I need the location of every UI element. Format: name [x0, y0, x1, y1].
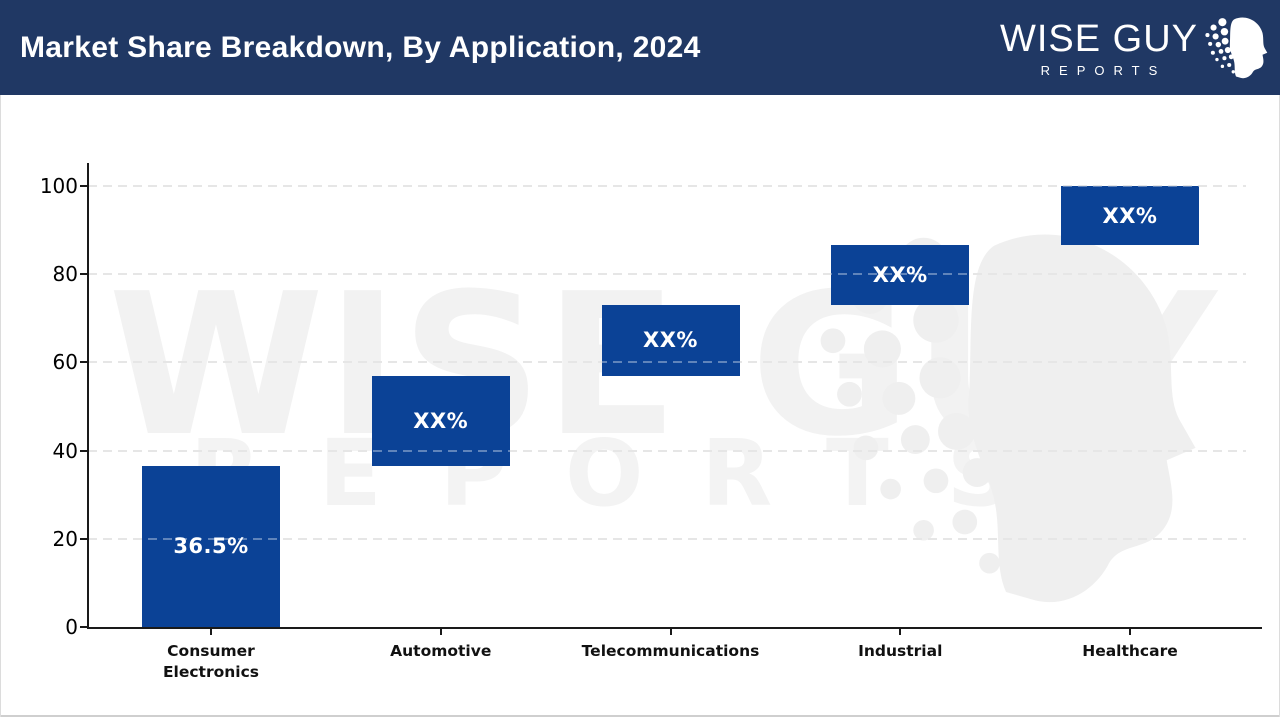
gridline-20: [88, 537, 1246, 540]
gridline-100: [88, 184, 1246, 187]
y-axis-tick-40: [80, 449, 88, 452]
x-axis-tick-telecommunications: [669, 629, 672, 635]
bar-value-label-industrial: XX%: [872, 263, 928, 288]
gridline-overlay-80: [88, 273, 1246, 276]
x-category-label-consumer-electronics: Consumer Electronics: [162, 642, 260, 681]
gridline-overlay-40: [88, 449, 1246, 452]
y-axis-tick-100: [80, 184, 88, 187]
x-axis-tick-automotive: [439, 629, 442, 635]
bar-consumer-electronics: 36.5%: [142, 465, 280, 627]
y-tick-label-100: 100: [39, 173, 78, 198]
bar-value-label-telecommunications: XX%: [643, 328, 698, 353]
y-axis-tick-0: [80, 626, 88, 628]
y-tick-label-80: 80: [52, 262, 78, 287]
y-axis-tick-80: [80, 273, 88, 276]
bar-healthcare: XX%: [1061, 185, 1199, 246]
wiseguy-logo-text: WISE GUY REPORTS: [1000, 20, 1198, 77]
logo-wordmark: WISE GUY: [999, 17, 1198, 60]
x-category-label-industrial: Industrial: [858, 642, 943, 660]
gridline-overlay-20: [88, 537, 1246, 540]
logo-subtitle: REPORTS: [1040, 62, 1167, 78]
y-tick-label-60: 60: [52, 350, 78, 375]
y-tick-label-40: 40: [52, 438, 78, 463]
bar-value-label-consumer-electronics: 36.5%: [173, 534, 249, 559]
y-axis-tick-60: [80, 361, 88, 364]
page-title: Market Share Breakdown, By Application, …: [20, 30, 701, 64]
x-axis-tick-industrial: [899, 629, 902, 635]
y-tick-label-20: 20: [52, 526, 78, 551]
gridline-40: [88, 449, 1246, 452]
bar-telecommunications: XX%: [601, 304, 740, 376]
bar-value-label-automotive: XX%: [413, 408, 469, 433]
chart-area: WISE GUY REPORTS 02040608010036.5%Consum…: [0, 95, 1280, 716]
left-border-line: [0, 95, 1, 717]
bar-automotive: XX%: [371, 375, 510, 466]
y-axis-tick-20: [80, 537, 88, 540]
x-axis: [87, 627, 1262, 629]
x-category-label-automotive: Automotive: [390, 642, 492, 660]
wiseguy-logo: WISE GUY REPORTS: [1000, 7, 1270, 89]
bar-industrial: XX%: [831, 245, 970, 305]
y-tick-label-0: 0: [65, 615, 78, 639]
x-category-label-telecommunications: Telecommunications: [581, 642, 760, 660]
wiseguy-head-icon: [1205, 17, 1268, 79]
x-category-label-healthcare: Healthcare: [1082, 642, 1178, 660]
gridline-overlay-100: [88, 184, 1246, 187]
gridline-80: [88, 273, 1246, 276]
bottom-border-line: [0, 715, 1280, 717]
header-bar: Market Share Breakdown, By Application, …: [0, 0, 1280, 95]
gridline-overlay-60: [88, 361, 1246, 364]
bar-value-label-healthcare: XX%: [1102, 203, 1158, 228]
y-axis: [87, 163, 89, 629]
x-axis-tick-healthcare: [1129, 629, 1131, 635]
x-axis-tick-consumer-electronics: [210, 629, 212, 635]
